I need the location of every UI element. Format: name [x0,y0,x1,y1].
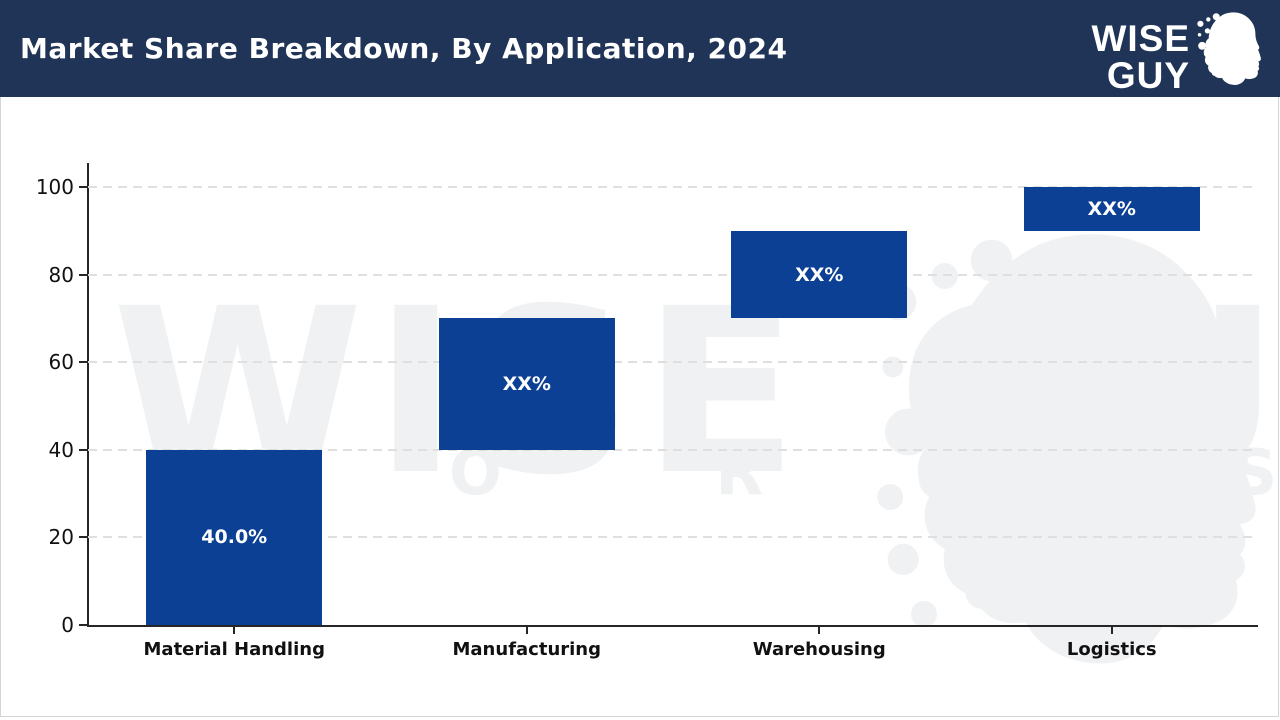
logo-text: WISE GUY R E P O R T S [997,20,1190,127]
bar-logistics: XX% [1023,187,1200,231]
bar-material-handling: 40.0% [146,449,323,625]
gridline-60 [88,361,1258,364]
y-tick-label-40: 40 [48,437,74,462]
header-banner: Market Share Breakdown, By Application, … [0,0,1280,127]
y-tick-40 [79,448,87,451]
x-tick-3 [1110,627,1113,634]
x-category-label: Logistics [1066,639,1157,660]
x-axis-line [87,625,1258,627]
wiseguy-head-icon [1197,12,1261,85]
x-tick-2 [818,627,821,634]
y-tick-label-80: 80 [48,262,74,287]
bar-manufacturing: XX% [438,318,615,450]
y-tick-20 [79,536,87,539]
y-tick-60 [79,361,87,364]
y-tick-label-0: 0 [61,613,74,637]
bar-value-label: XX% [1087,197,1136,220]
gridline-20 [88,536,1258,539]
x-category-label: Material Handling [143,639,325,660]
y-axis-line [87,163,89,627]
x-category-label: Warehousing [752,639,886,660]
gridline-80 [88,273,1258,276]
logo-wiseguy-label: WISE GUY [1091,18,1190,96]
page-title: Market Share Breakdown, By Application, … [20,32,788,65]
x-tick-1 [525,627,528,634]
y-tick-100 [79,186,87,188]
bar-value-label: XX% [795,263,844,286]
x-tick-0 [233,627,236,634]
y-tick-0 [79,624,87,626]
bar-value-label: XX% [502,373,551,396]
y-tick-80 [79,273,87,276]
wiseguy-reports-logo: WISE GUY R E P O R T S [997,6,1262,127]
bar-value-label: 40.0% [201,526,268,549]
bar-warehousing: XX% [731,230,908,319]
logo-reports-label: R E P O R T S [1018,97,1200,127]
gridline-40 [88,448,1258,451]
x-category-label: Manufacturing [452,639,602,660]
y-tick-label-20: 20 [48,525,74,550]
y-tick-label-60: 60 [48,350,74,375]
gridline-100 [88,186,1258,188]
y-tick-label-100: 100 [35,175,74,199]
